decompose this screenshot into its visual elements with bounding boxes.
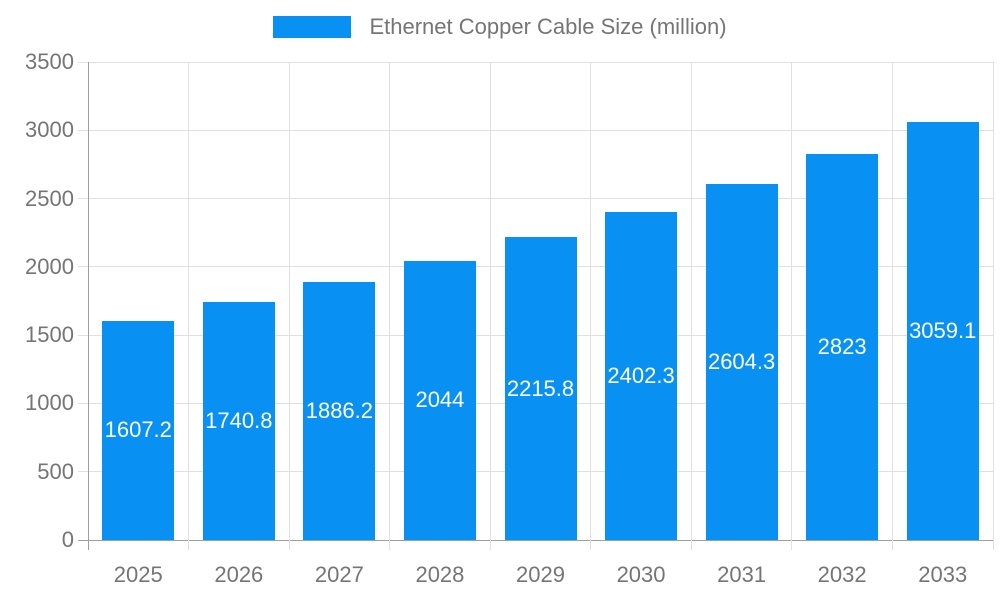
x-tick-mark — [489, 540, 491, 550]
gridline-horizontal — [88, 61, 993, 63]
legend-item[interactable]: Ethernet Copper Cable Size (million) — [273, 14, 727, 40]
gridline-vertical — [590, 62, 592, 540]
y-tick-label: 2500 — [25, 185, 74, 211]
y-tick-label: 1000 — [25, 390, 74, 416]
bar — [605, 211, 678, 540]
y-tick-mark — [78, 539, 88, 541]
y-tick-label: 3500 — [25, 49, 74, 74]
x-tick-label: 2031 — [717, 562, 767, 587]
legend-label: Ethernet Copper Cable Size (million) — [369, 14, 727, 39]
y-tick-label: 0 — [61, 527, 74, 552]
y-tick-mark — [78, 266, 88, 268]
gridline-horizontal — [88, 129, 993, 131]
gridline-vertical — [891, 62, 893, 540]
bar-value-label: 2823 — [817, 334, 867, 360]
bar-value-label: 1607.2 — [104, 417, 172, 443]
x-tick-mark — [791, 540, 793, 550]
y-tick-mark — [78, 402, 88, 404]
x-tick-mark — [288, 540, 290, 550]
legend: Ethernet Copper Cable Size (million) — [0, 14, 1000, 40]
gridline-vertical — [489, 62, 491, 540]
x-tick-mark — [690, 540, 692, 550]
x-tick-label: 2027 — [314, 562, 364, 587]
gridline-vertical — [992, 62, 994, 540]
gridline-vertical — [288, 62, 290, 540]
x-tick-mark — [992, 540, 994, 550]
y-tick-label: 3000 — [25, 117, 74, 143]
bar-value-label: 2044 — [415, 387, 465, 413]
x-tick-mark — [590, 540, 592, 550]
y-tick-mark — [78, 61, 88, 63]
gridline-horizontal — [88, 198, 993, 200]
x-tick-mark — [389, 540, 391, 550]
x-axis-line — [88, 539, 993, 541]
y-tick-label: 2000 — [25, 253, 74, 279]
gridline-vertical — [389, 62, 391, 540]
bar — [102, 320, 175, 540]
bar — [202, 302, 275, 540]
x-tick-label: 2028 — [415, 562, 465, 587]
y-tick-mark — [78, 129, 88, 131]
bar-value-label: 2402.3 — [607, 362, 675, 388]
gridline-vertical — [188, 62, 190, 540]
bar — [705, 184, 778, 540]
gridline-vertical — [791, 62, 793, 540]
bar — [303, 282, 376, 540]
y-tick-label: 500 — [37, 458, 74, 484]
gridline-vertical — [690, 62, 692, 540]
bar — [806, 154, 879, 540]
bar-value-label: 2604.3 — [707, 349, 776, 375]
legend-swatch — [273, 16, 352, 38]
bar — [504, 237, 577, 540]
x-tick-mark — [188, 540, 190, 550]
y-tick-label: 1500 — [25, 322, 74, 348]
bar-value-label: 3059.1 — [909, 318, 977, 344]
y-tick-mark — [78, 471, 88, 473]
x-tick-mark — [891, 540, 893, 550]
x-tick-mark — [87, 540, 89, 550]
x-tick-label: 2029 — [516, 562, 565, 587]
y-tick-mark — [78, 334, 88, 336]
x-tick-label: 2025 — [113, 562, 163, 587]
x-tick-label: 2032 — [817, 562, 867, 587]
bar — [403, 260, 476, 540]
x-tick-label: 2033 — [918, 562, 968, 587]
bar — [906, 122, 979, 540]
y-tick-mark — [78, 198, 88, 200]
bar-value-label: 1740.8 — [205, 408, 273, 434]
bar-value-label: 2215.8 — [506, 375, 575, 401]
bar-value-label: 1886.2 — [305, 398, 374, 424]
y-axis-line — [87, 62, 89, 540]
x-tick-label: 2026 — [214, 562, 264, 587]
x-tick-label: 2030 — [616, 562, 666, 587]
